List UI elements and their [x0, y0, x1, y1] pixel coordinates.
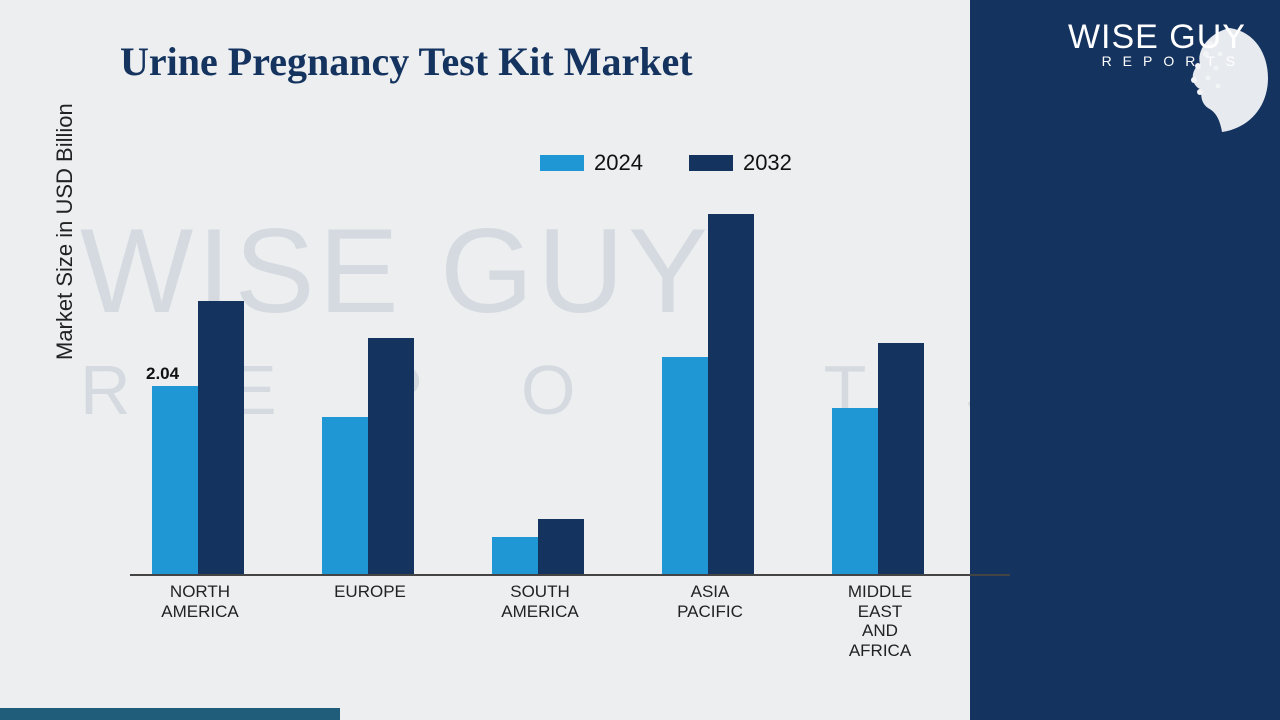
chart-legend: 2024 2032 — [540, 150, 792, 176]
x-axis-baseline — [130, 574, 1010, 576]
bar-sa-2024 — [492, 537, 538, 574]
footer-accent-bar — [0, 708, 340, 720]
bar-eu-2024 — [322, 417, 368, 574]
category-label-sa: SOUTHAMERICA — [470, 582, 610, 621]
y-axis-label: Market Size in USD Billion — [52, 103, 78, 360]
bar-ap-2032 — [708, 214, 754, 574]
infographic-canvas: WISE GUY REPORTS WISE GUY R E P O R T S … — [0, 0, 1280, 720]
bar-chart: Market Size in USD Billion 2024 2032 NOR… — [100, 150, 1030, 570]
bar-mea-2032 — [878, 343, 924, 574]
category-label-ap: ASIAPACIFIC — [640, 582, 780, 621]
bar-na-2024 — [152, 386, 198, 574]
legend-label-2024: 2024 — [594, 150, 643, 176]
category-label-na: NORTHAMERICA — [130, 582, 270, 621]
brand-name-line1: WISE GUY — [1068, 18, 1246, 57]
legend-item-2032: 2032 — [689, 150, 792, 176]
bar-eu-2032 — [368, 338, 414, 574]
legend-swatch-2024 — [540, 155, 584, 171]
bar-mea-2024 — [832, 408, 878, 574]
bar-sa-2032 — [538, 519, 584, 574]
bar-ap-2024 — [662, 357, 708, 574]
legend-swatch-2032 — [689, 155, 733, 171]
legend-label-2032: 2032 — [743, 150, 792, 176]
chart-title: Urine Pregnancy Test Kit Market — [120, 38, 693, 85]
value-label-na-2024: 2.04 — [146, 364, 179, 384]
category-label-mea: MIDDLEEASTANDAFRICA — [810, 582, 950, 660]
brand-logo: WISE GUY REPORTS — [1068, 18, 1246, 69]
category-label-eu: EUROPE — [300, 582, 440, 602]
plot-area: NORTHAMERICAEUROPESOUTHAMERICAASIAPACIFI… — [130, 186, 1010, 576]
legend-item-2024: 2024 — [540, 150, 643, 176]
bar-na-2032 — [198, 301, 244, 574]
